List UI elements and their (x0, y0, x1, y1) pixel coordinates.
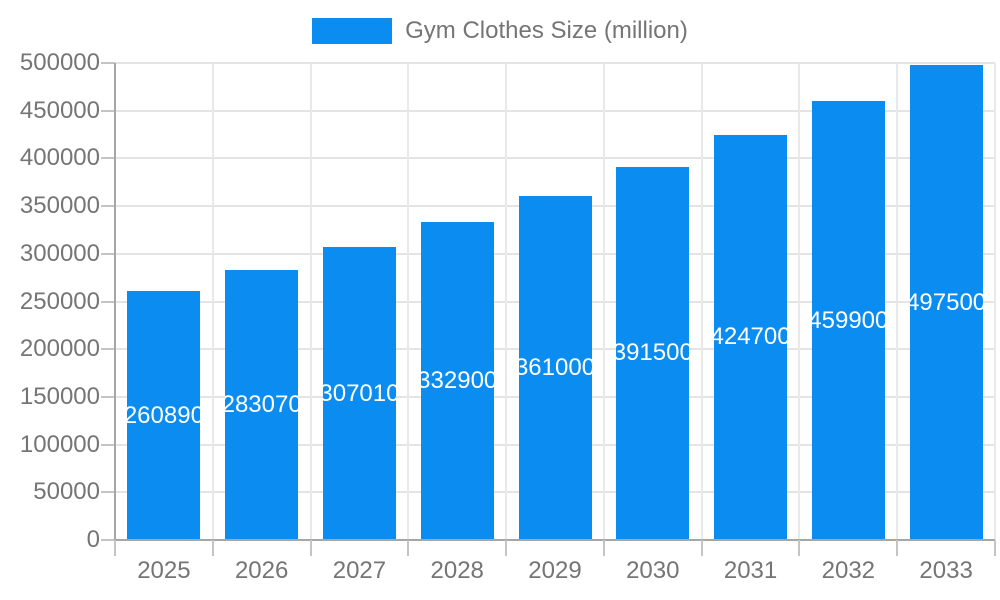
x-axis-line (115, 539, 995, 541)
bar[interactable]: 332900 (420, 222, 494, 540)
x-tick-label: 2032 (821, 557, 876, 584)
legend: Gym Clothes Size (million) (0, 17, 1000, 45)
y-tick-label: 450000 (19, 96, 100, 124)
y-tick-label: 300000 (19, 239, 100, 267)
vertical-gridline (505, 63, 508, 540)
y-axis-tick (101, 395, 115, 398)
y-tick-label: 100000 (19, 430, 100, 458)
bar-value-label: 361000 (518, 353, 592, 381)
vertical-gridline (602, 63, 605, 540)
legend-swatch (312, 18, 393, 44)
x-axis-tick (602, 540, 605, 556)
x-axis-tick (211, 540, 214, 556)
bar[interactable]: 497500 (909, 65, 983, 540)
y-tick-label: 50000 (33, 478, 100, 506)
bar-value-label: 307010 (322, 379, 396, 407)
bar-value-label: 332900 (420, 367, 494, 395)
vertical-gridline (798, 63, 801, 540)
legend-label: Gym Clothes Size (million) (405, 17, 688, 44)
x-tick-label: 2033 (919, 557, 973, 584)
x-tick-label: 2031 (723, 557, 778, 584)
bar-value-label: 391500 (616, 339, 690, 367)
x-axis-tick (407, 540, 410, 556)
bar-value-label: 497500 (909, 288, 983, 316)
y-axis-tick (101, 252, 115, 255)
x-tick-label: 2027 (332, 557, 387, 584)
vertical-gridline (211, 63, 214, 540)
y-axis-tick (101, 491, 115, 494)
y-tick-label: 400000 (19, 144, 100, 172)
bar-value-label: 260890 (127, 401, 201, 429)
bar[interactable]: 361000 (518, 195, 592, 540)
y-tick-label: 350000 (19, 192, 100, 220)
horizontal-gridline (115, 157, 995, 160)
y-axis-tick (101, 109, 115, 112)
y-axis-tick (101, 348, 115, 351)
bar[interactable]: 391500 (616, 166, 690, 540)
y-axis-line (114, 63, 116, 540)
y-tick-label: 200000 (19, 335, 100, 363)
x-tick-label: 2029 (528, 557, 582, 584)
bar[interactable]: 459900 (811, 101, 885, 540)
x-axis-tick (114, 540, 116, 556)
x-tick-label: 2030 (626, 557, 680, 584)
bar[interactable]: 307010 (322, 247, 396, 540)
x-axis-tick (798, 540, 801, 556)
y-axis-tick (101, 62, 115, 64)
x-tick-label: 2026 (234, 557, 289, 584)
vertical-gridline (407, 63, 410, 540)
x-axis-tick (309, 540, 312, 556)
x-tick-label: 2028 (430, 557, 484, 584)
x-axis-tick (994, 540, 996, 556)
x-axis-tick (505, 540, 508, 556)
x-axis-tick (700, 540, 703, 556)
y-tick-label: 150000 (19, 382, 100, 410)
x-tick-label: 2025 (137, 557, 191, 584)
y-axis-tick (101, 205, 115, 208)
bar-value-label: 424700 (714, 323, 788, 351)
bar[interactable]: 424700 (714, 134, 788, 540)
y-axis-tick (101, 157, 115, 160)
vertical-gridline (896, 63, 899, 540)
y-axis-tick (101, 300, 115, 303)
y-axis-tick (101, 539, 115, 541)
bar[interactable]: 260890 (127, 291, 201, 540)
vertical-gridline (994, 63, 996, 540)
horizontal-gridline (115, 109, 995, 112)
horizontal-gridline (115, 62, 995, 64)
bar[interactable]: 283070 (225, 269, 299, 540)
x-axis-tick (896, 540, 899, 556)
y-tick-label: 0 (86, 526, 100, 553)
vertical-gridline (309, 63, 312, 540)
bar-value-label: 459900 (811, 306, 885, 334)
y-axis-tick (101, 443, 115, 446)
vertical-gridline (700, 63, 703, 540)
y-tick-label: 250000 (19, 287, 100, 315)
y-tick-label: 500000 (19, 49, 100, 76)
bar-value-label: 283070 (225, 390, 299, 418)
